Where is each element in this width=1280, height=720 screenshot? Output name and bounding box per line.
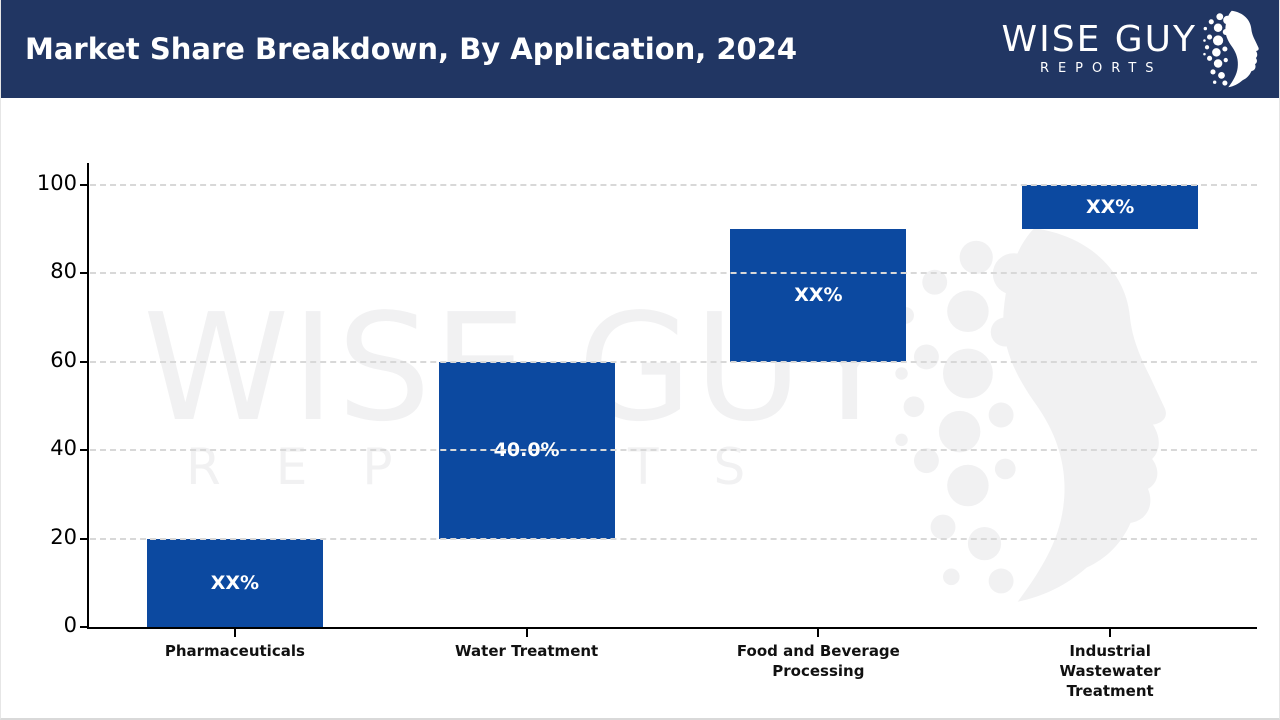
- x-tick-mark: [1109, 629, 1112, 637]
- bar-value-label: XX%: [794, 284, 843, 307]
- gridline: [90, 449, 1257, 452]
- y-tick-mark: [80, 184, 87, 186]
- y-tick-label: 40: [50, 436, 77, 461]
- x-tick-mark: [817, 629, 820, 637]
- x-axis-line: [87, 627, 1257, 629]
- gridline: [90, 360, 1257, 363]
- x-axis-label: Food and Beverage Processing: [736, 642, 900, 680]
- bar-segment: XX%: [146, 538, 323, 627]
- dotted-head-logo-icon: [1203, 10, 1259, 88]
- brand-name: WISE GUY: [1001, 19, 1197, 60]
- y-tick-mark: [80, 272, 87, 275]
- y-tick-mark: [80, 626, 87, 628]
- y-tick-label: 100: [36, 171, 77, 195]
- bar-value-label: XX%: [1085, 196, 1135, 219]
- x-tick-mark: [233, 629, 236, 637]
- bar-value-label: XX%: [210, 571, 260, 594]
- bar-segment: XX%: [1022, 185, 1199, 230]
- y-tick-mark: [80, 360, 87, 363]
- y-axis-line: [87, 163, 89, 628]
- y-tick-label: 60: [50, 347, 77, 372]
- x-axis-label: Pharmaceuticals: [164, 642, 305, 660]
- brand-subname: REPORTS: [1039, 61, 1163, 76]
- brand-logo: WISE GUY REPORTS: [1002, 9, 1262, 89]
- header-bar: Market Share Breakdown, By Application, …: [1, 0, 1279, 98]
- x-tick-mark: [525, 629, 528, 637]
- gridline: [90, 184, 1257, 186]
- page-title: Market Share Breakdown, By Application, …: [25, 32, 798, 66]
- brand-logo-text: WISE GUY REPORTS: [1001, 19, 1198, 77]
- watermark-head-icon: [895, 228, 1166, 602]
- x-axis-label: Industrial Wastewater Treatment: [1059, 642, 1161, 700]
- y-tick-label: 20: [50, 524, 77, 549]
- gridline: [90, 272, 1257, 275]
- bar-segment: XX%: [730, 229, 907, 362]
- y-tick-label: 0: [63, 613, 77, 637]
- x-axis-label: Water Treatment: [455, 642, 599, 660]
- y-tick-label: 80: [50, 259, 77, 284]
- y-tick-mark: [80, 449, 87, 452]
- gridline: [90, 537, 1257, 540]
- y-tick-mark: [80, 537, 87, 540]
